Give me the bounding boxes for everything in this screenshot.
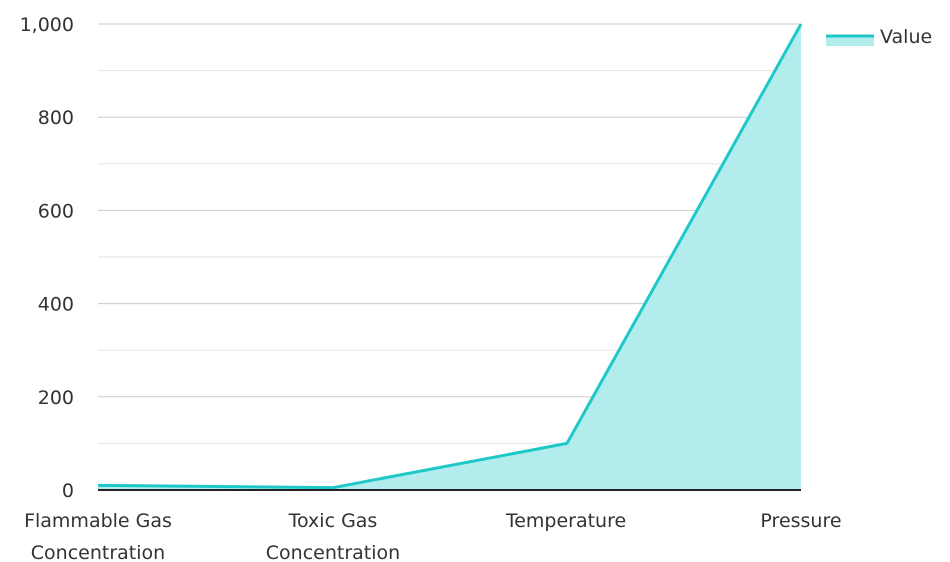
- y-tick-label: 1,000: [20, 14, 74, 36]
- series-area-fill: [98, 24, 801, 490]
- x-tick-label: Temperature: [505, 510, 626, 532]
- legend[interactable]: Value: [826, 26, 932, 48]
- x-tick-label: Flammable Gas Concentration: [24, 510, 172, 562]
- y-tick-label: 600: [38, 200, 74, 222]
- y-tick-label: 0: [62, 480, 74, 502]
- series-line: [97, 23, 803, 490]
- legend-swatch: [826, 37, 874, 46]
- x-axis-tick-labels: Flammable Gas Concentration Toxic Gas Conce…: [24, 510, 841, 562]
- x-tick-label: Toxic Gas Concentration: [266, 510, 400, 562]
- x-tick-label: Pressure: [760, 510, 841, 532]
- y-tick-label: 200: [38, 387, 74, 409]
- y-axis-tick-labels: 0 200 400 600 800 1,000: [20, 14, 74, 502]
- y-tick-label: 800: [38, 107, 74, 129]
- y-tick-label: 400: [38, 294, 74, 316]
- legend-label-value: Value: [880, 26, 932, 48]
- grid-lines: [98, 23, 801, 444]
